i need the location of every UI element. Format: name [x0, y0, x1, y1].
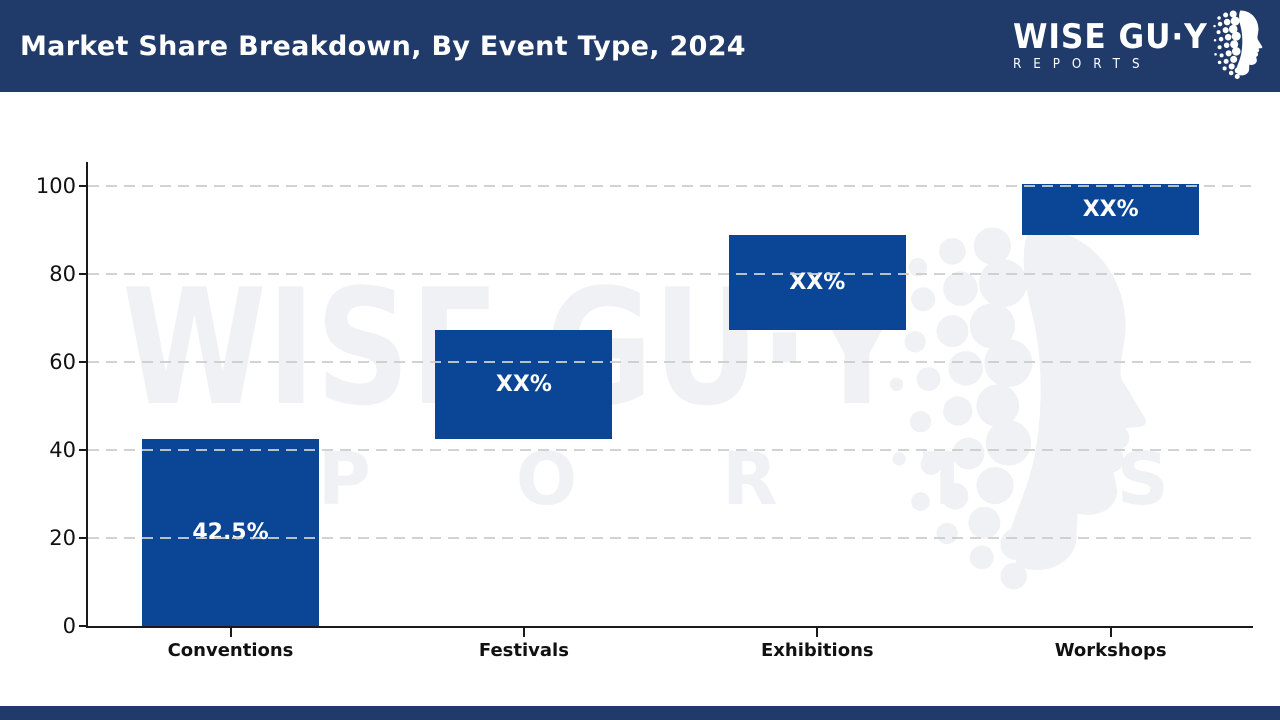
y-tick-label: 80: [49, 262, 76, 287]
x-tick-label: Conventions: [167, 640, 294, 661]
bar: XX%: [435, 330, 613, 440]
header: Market Share Breakdown, By Event Type, 2…: [0, 0, 1280, 92]
gridline: [88, 273, 1253, 276]
gridline: [88, 537, 1253, 540]
brand-logo: WISE GU·Y REPORTS: [996, 8, 1268, 84]
x-tick-label: Workshops: [1054, 640, 1167, 661]
x-axis: [86, 626, 1253, 628]
bar-label: XX%: [1082, 196, 1139, 222]
y-axis-tick: [79, 625, 88, 628]
watermark-face-icon: [858, 222, 1188, 608]
x-axis-tick: [522, 628, 525, 638]
brand-name: WISE GU·Y: [1013, 17, 1208, 58]
x-tick-label: Exhibitions: [760, 640, 874, 661]
y-axis: [86, 162, 88, 629]
gridline: [88, 449, 1253, 452]
brand-subname: REPORTS: [1013, 56, 1152, 72]
x-tick-label: Festivals: [478, 640, 569, 661]
bar: XX%: [1022, 183, 1200, 235]
bar-label: 42.5%: [192, 520, 269, 546]
y-axis-tick: [79, 449, 88, 452]
y-tick-label: 40: [49, 438, 76, 463]
footer-bar: [0, 706, 1280, 720]
y-axis-tick: [79, 185, 88, 187]
bar: 42.5%: [142, 439, 319, 627]
y-axis-tick: [79, 273, 88, 276]
x-axis-tick: [229, 628, 232, 638]
page-title: Market Share Breakdown, By Event Type, 2…: [20, 30, 746, 62]
x-axis-tick: [1109, 628, 1112, 638]
y-tick-label: 100: [35, 174, 76, 198]
bar-label: XX%: [495, 372, 552, 398]
bar: XX%: [728, 234, 906, 330]
y-tick-label: 20: [49, 526, 76, 551]
x-axis-tick: [816, 628, 819, 638]
y-tick-label: 0: [62, 614, 76, 639]
y-axis-tick: [79, 361, 88, 364]
y-axis-tick: [79, 537, 88, 540]
gridline: [88, 185, 1253, 187]
gridline: [88, 361, 1253, 364]
y-tick-label: 60: [49, 350, 76, 375]
brand-face-icon: [1210, 8, 1268, 84]
